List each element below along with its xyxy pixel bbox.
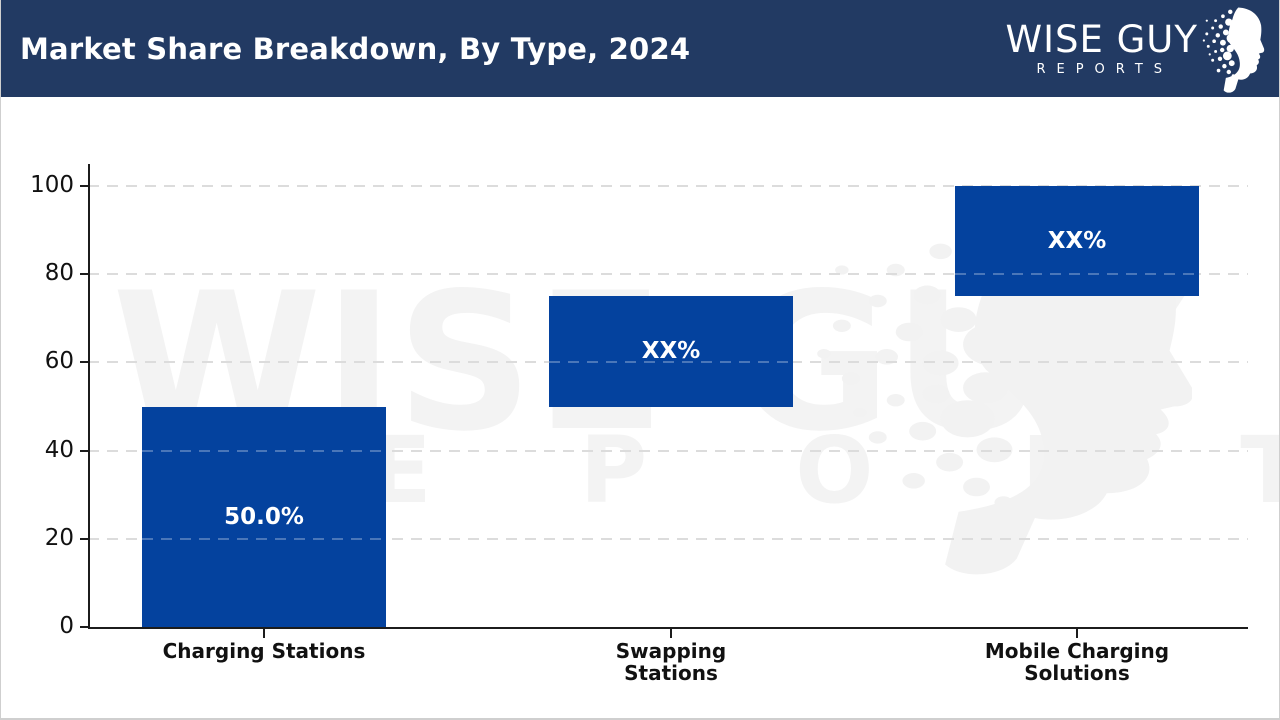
gridline-20	[88, 537, 1248, 540]
brand-name: WISE GUY	[1005, 17, 1198, 61]
brand-logo-text: WISE GUY REPORTS	[1006, 21, 1198, 77]
y-tick-mark	[80, 185, 88, 187]
brand-subname: REPORTS	[1036, 61, 1174, 77]
x-tick-mark	[670, 629, 672, 638]
bar-gridline-overlay	[142, 537, 386, 540]
bar-gridline-overlay	[549, 361, 793, 364]
y-tick-label: 20	[44, 524, 74, 551]
brand-logo: WISE GUY REPORTS	[1006, 4, 1280, 94]
bar-value-label: XX%	[641, 338, 701, 365]
y-tick-label: 0	[59, 613, 74, 639]
x-category-label: Mobile Charging Solutions	[984, 639, 1170, 685]
gridline-40	[88, 449, 1248, 452]
x-axis-line	[88, 627, 1248, 629]
x-category-label: Charging Stations	[162, 639, 366, 663]
y-tick-mark	[80, 361, 88, 364]
x-tick-mark	[1076, 629, 1078, 638]
y-axis-line	[88, 164, 90, 629]
y-tick-label: 100	[30, 172, 74, 198]
bar-value-label: 50.0%	[224, 503, 304, 530]
x-category-label: Swapping Stations	[615, 639, 727, 685]
bar-charging-stations: 50.0%	[142, 406, 386, 627]
y-tick-label: 60	[44, 348, 74, 375]
bar-mobile-charging-solutions: XX%	[955, 186, 1199, 297]
gridline-80	[88, 273, 1248, 276]
bar-gridline-overlay	[142, 449, 386, 452]
header-banner: Market Share Breakdown, By Type, 2024 WI…	[0, 0, 1280, 97]
chart-title: Market Share Breakdown, By Type, 2024	[20, 31, 691, 66]
y-tick-mark	[80, 626, 88, 628]
bar-gridline-overlay	[955, 273, 1199, 276]
wise-guy-head-icon	[1202, 6, 1265, 93]
y-tick-label: 80	[44, 260, 74, 287]
y-tick-mark	[80, 537, 88, 540]
y-tick-label: 40	[44, 436, 74, 463]
y-tick-mark	[80, 449, 88, 452]
y-tick-mark	[80, 273, 88, 276]
gridline-100	[88, 185, 1248, 187]
x-tick-mark	[263, 629, 265, 638]
bar-swapping-stations: XX%	[549, 296, 793, 407]
bar-value-label: XX%	[1047, 228, 1107, 255]
